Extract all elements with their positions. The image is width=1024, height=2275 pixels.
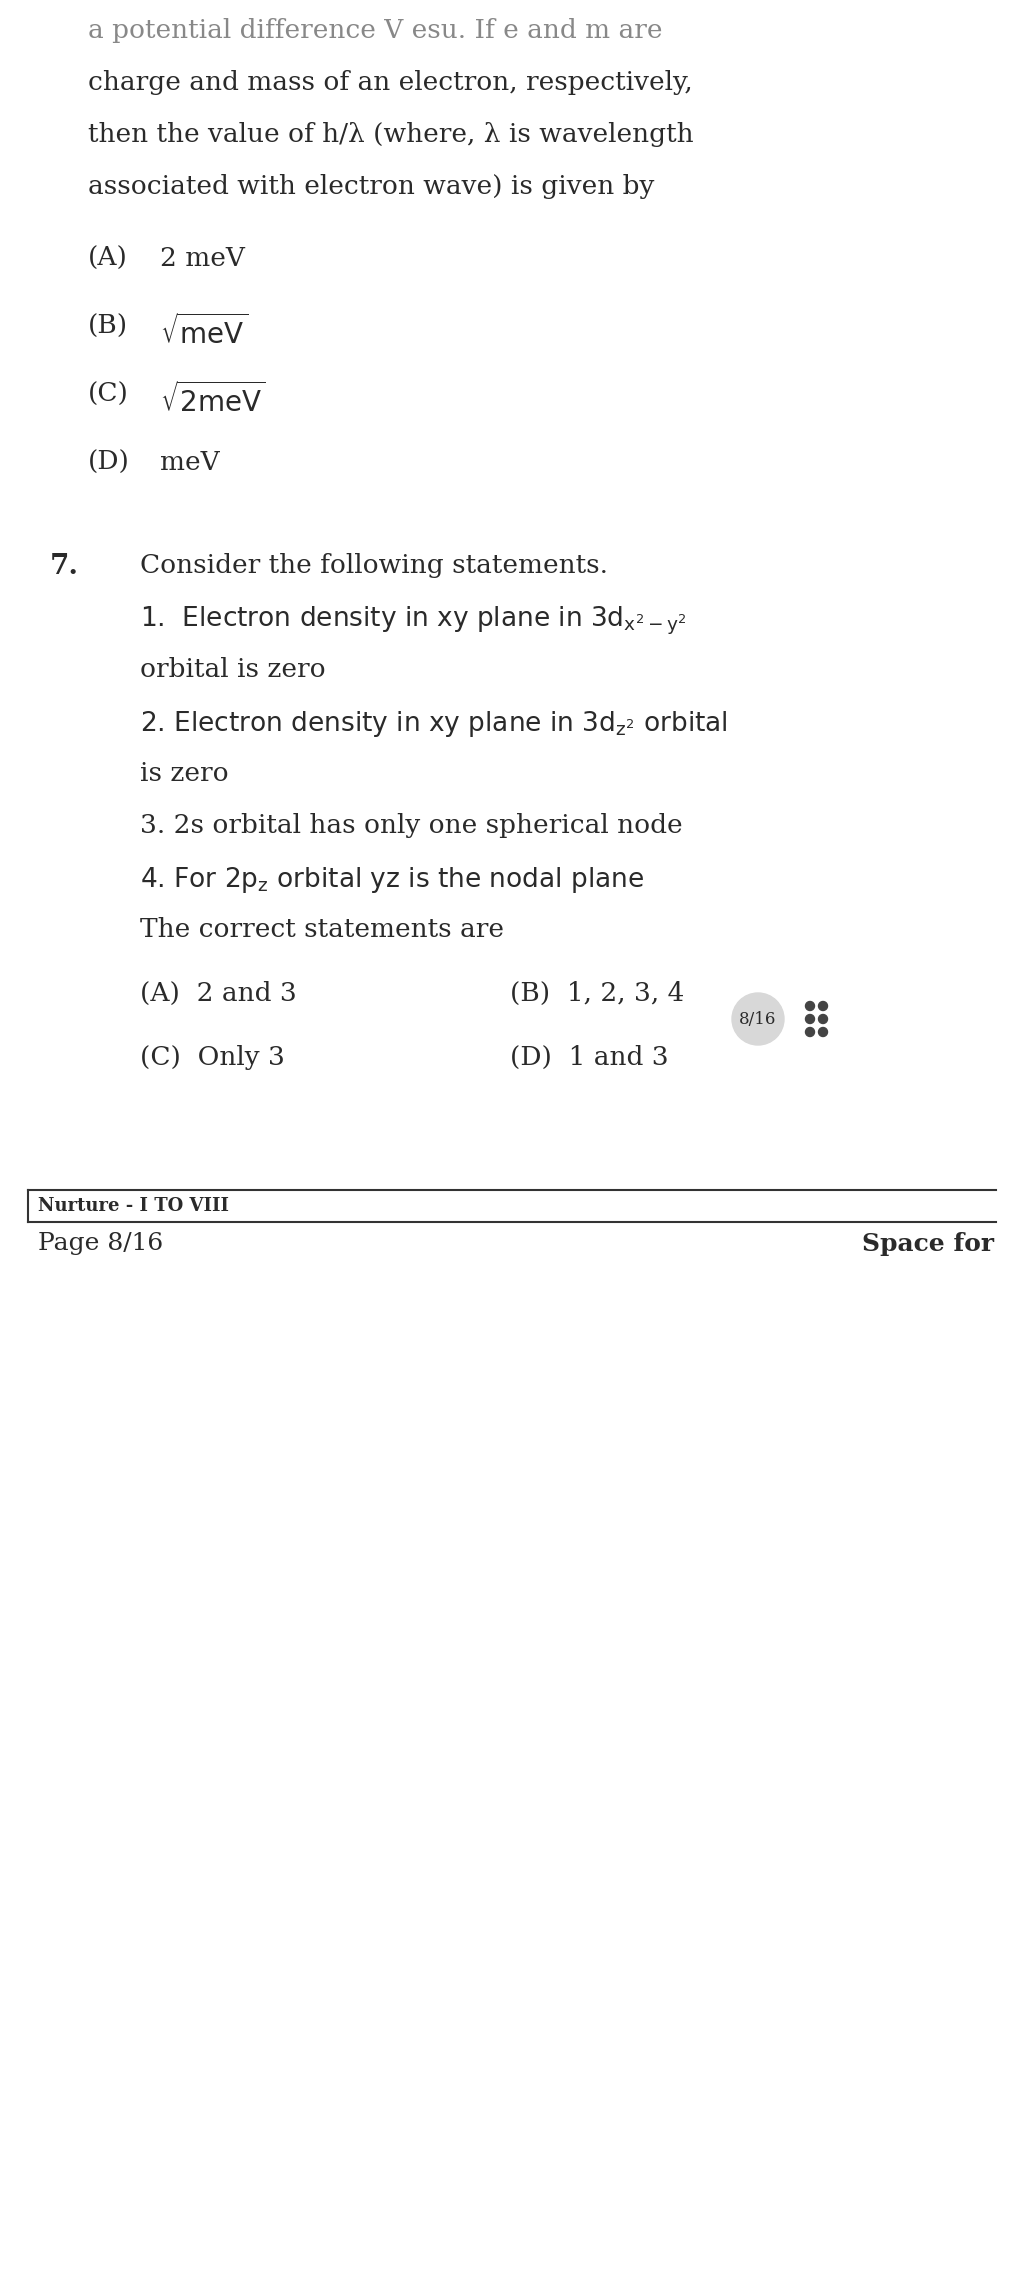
- Text: is zero: is zero: [140, 762, 228, 785]
- Circle shape: [806, 1001, 814, 1010]
- Text: $\sqrt{\mathregular{meV}}$: $\sqrt{\mathregular{meV}}$: [160, 314, 249, 350]
- Text: The correct statements are: The correct statements are: [140, 917, 504, 942]
- Circle shape: [818, 1001, 827, 1010]
- Text: associated with electron wave) is given by: associated with electron wave) is given …: [88, 173, 654, 198]
- Text: $\sqrt{\mathregular{2meV}}$: $\sqrt{\mathregular{2meV}}$: [160, 382, 265, 419]
- Circle shape: [818, 1015, 827, 1024]
- Text: 4. For $\mathregular{2p_z}$ orbital yz is the nodal plane: 4. For $\mathregular{2p_z}$ orbital yz i…: [140, 864, 644, 894]
- Text: 7.: 7.: [50, 553, 79, 580]
- Text: Page 8/16: Page 8/16: [38, 1233, 163, 1256]
- Text: meV: meV: [160, 450, 219, 475]
- Circle shape: [818, 1028, 827, 1037]
- Circle shape: [806, 1028, 814, 1037]
- Text: orbital is zero: orbital is zero: [140, 657, 326, 682]
- Text: 2 meV: 2 meV: [160, 246, 245, 271]
- Text: a potential difference V esu. If e and m are: a potential difference V esu. If e and m…: [88, 18, 663, 43]
- Text: 2. Electron density in xy plane in $\mathregular{3d_{z^2}}$ orbital: 2. Electron density in xy plane in $\mat…: [140, 710, 728, 739]
- Text: (B)  1, 2, 3, 4: (B) 1, 2, 3, 4: [510, 981, 684, 1006]
- Text: (D)  1 and 3: (D) 1 and 3: [510, 1044, 669, 1069]
- Text: 3. 2s orbital has only one spherical node: 3. 2s orbital has only one spherical nod…: [140, 812, 683, 837]
- Text: (C): (C): [88, 382, 129, 407]
- Text: (D): (D): [88, 450, 130, 475]
- Text: Nurture - I TO VIII: Nurture - I TO VIII: [38, 1197, 229, 1215]
- Text: charge and mass of an electron, respectively,: charge and mass of an electron, respecti…: [88, 71, 693, 96]
- Circle shape: [806, 1015, 814, 1024]
- Text: (C)  Only 3: (C) Only 3: [140, 1044, 285, 1069]
- Text: (B): (B): [88, 314, 128, 339]
- Text: Space for: Space for: [862, 1233, 994, 1256]
- Text: (A): (A): [88, 246, 128, 271]
- Text: 8/16: 8/16: [739, 1010, 776, 1028]
- Text: then the value of h/λ (where, λ is wavelength: then the value of h/λ (where, λ is wavel…: [88, 123, 693, 148]
- Text: 1.  Electron density in xy plane in $\mathregular{3d_{x^2-y^2}}$: 1. Electron density in xy plane in $\mat…: [140, 605, 687, 637]
- Text: Consider the following statements.: Consider the following statements.: [140, 553, 608, 578]
- Circle shape: [732, 992, 784, 1044]
- Text: (A)  2 and 3: (A) 2 and 3: [140, 981, 297, 1006]
